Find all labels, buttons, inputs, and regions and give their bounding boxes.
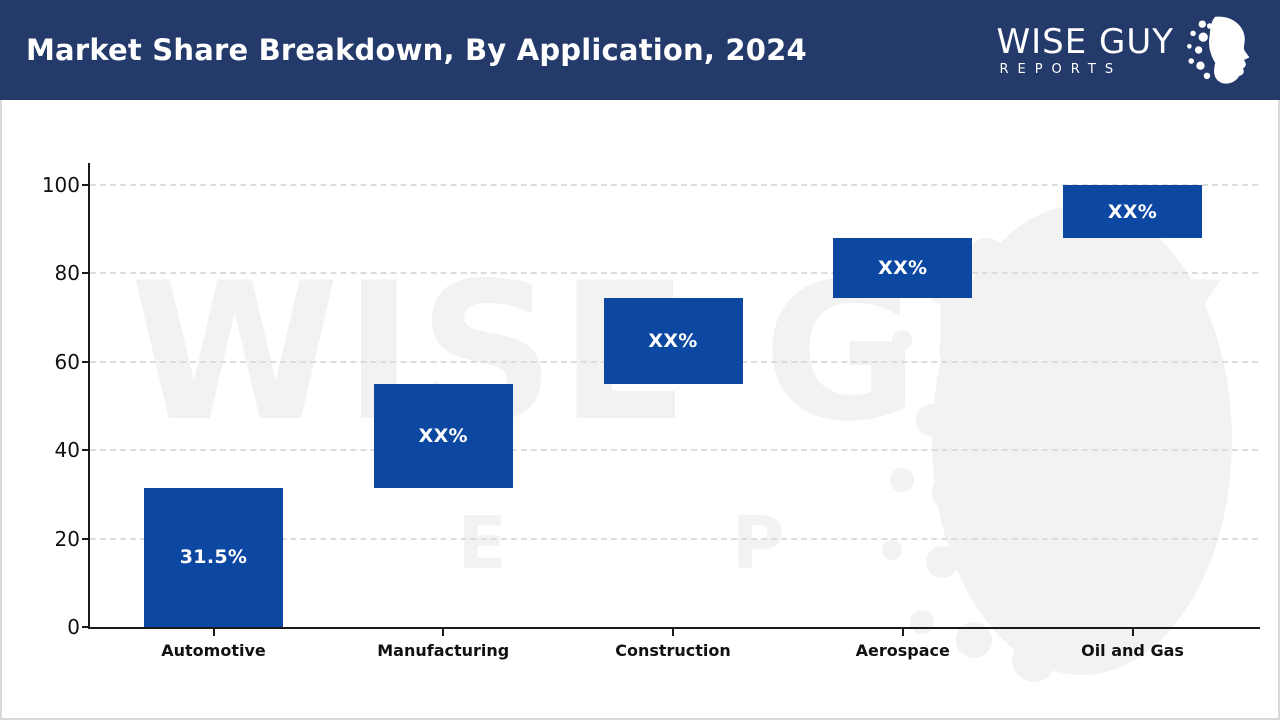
y-tick-mark	[82, 626, 89, 628]
bar-value-label: XX%	[1107, 200, 1158, 223]
bar-construction: XX%	[603, 297, 743, 384]
gridline	[90, 449, 1258, 452]
y-tick-label: 100	[41, 173, 80, 197]
y-tick-label: 40	[54, 438, 80, 463]
x-category-label: Aerospace	[855, 641, 950, 660]
wise-guy-logo: WISE GUY REPORTS	[996, 11, 1254, 89]
y-tick-mark	[82, 360, 89, 363]
bar-value-label: XX%	[648, 329, 698, 352]
bar-value-label: XX%	[418, 424, 468, 447]
chart-card: WISE GUY R E P O R T S 02040608010031.5%…	[0, 100, 1280, 720]
y-tick-label: 20	[54, 526, 80, 551]
x-category-label: Manufacturing	[377, 641, 510, 660]
header: Market Share Breakdown, By Application, …	[0, 0, 1280, 100]
logo-text: WISE GUY REPORTS	[996, 25, 1174, 76]
x-tick-mark	[901, 629, 904, 636]
x-tick-mark	[442, 629, 445, 636]
y-tick-label: 60	[54, 349, 80, 374]
logo-wordmark: WISE GUY	[996, 21, 1174, 62]
y-tick-mark	[82, 537, 89, 540]
x-tick-mark	[212, 629, 215, 636]
bar-manufacturing: XX%	[373, 383, 513, 488]
bar-oil-and-gas: XX%	[1063, 185, 1202, 239]
y-tick-label: 0	[67, 615, 80, 639]
wise-guy-face-icon	[1187, 16, 1250, 84]
bar-value-label: 31.5%	[179, 546, 248, 569]
bar-value-label: XX%	[878, 256, 928, 279]
y-tick-mark	[82, 184, 89, 186]
x-category-label: Construction	[615, 641, 731, 660]
y-tick-mark	[82, 272, 89, 275]
y-tick-mark	[82, 449, 89, 452]
x-tick-mark	[1131, 629, 1134, 636]
gridline	[90, 272, 1258, 275]
x-tick-mark	[672, 629, 674, 636]
x-axis-line	[88, 627, 1260, 629]
bar-automotive: 31.5%	[144, 487, 283, 627]
x-category-label: Oil and Gas	[1081, 641, 1184, 660]
page-title: Market Share Breakdown, By Application, …	[26, 33, 807, 67]
logo-subtitle: REPORTS	[999, 61, 1123, 77]
gridline	[90, 537, 1258, 540]
y-axis-line	[88, 163, 90, 629]
plot-area: 0 20 40 60 80 100 31.5% Automotive XX% Manufactur…	[2, 100, 1280, 720]
gridline	[90, 184, 1258, 186]
bar-aerospace: XX%	[833, 238, 973, 298]
x-category-label: Automotive	[161, 641, 266, 660]
y-tick-label: 80	[54, 261, 80, 286]
